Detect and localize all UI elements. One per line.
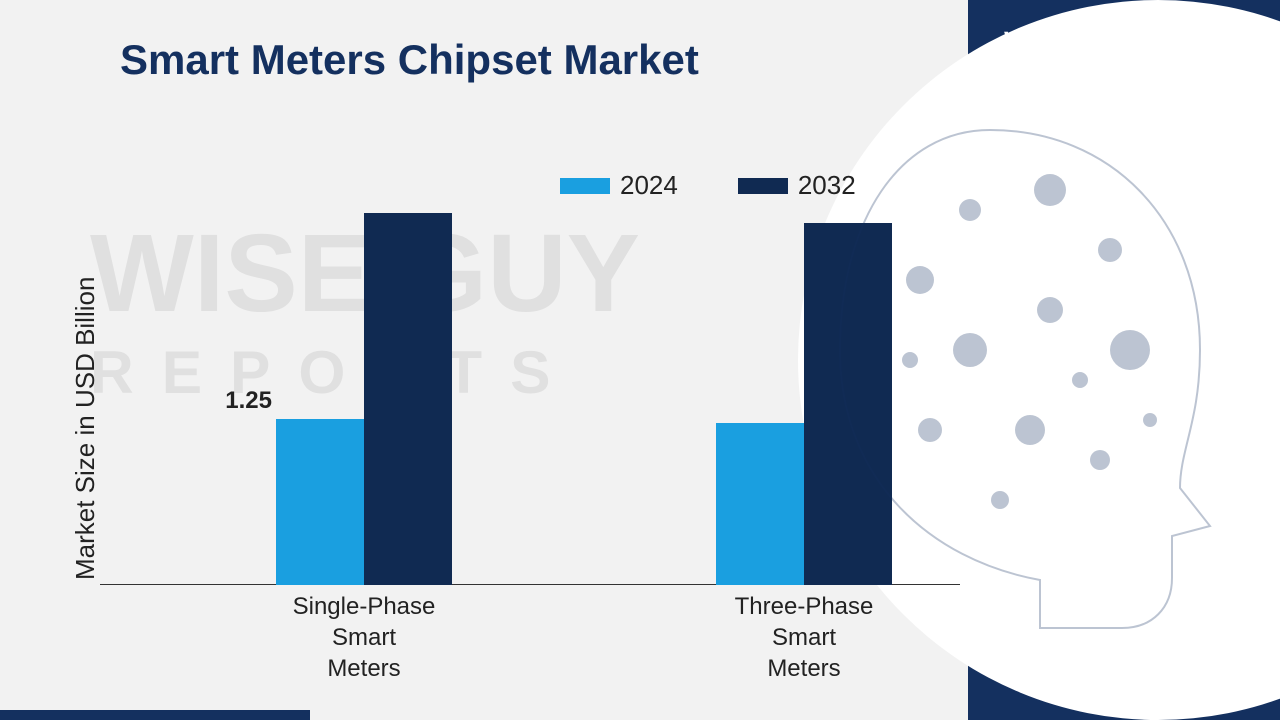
legend-item-2024: 2024 [560,170,678,201]
bar-single-phase-smart-meters-2032 [364,213,452,585]
canvas: WISE GUY REPORTS Smart Meters Chipset Ma… [0,0,1280,720]
logo-line2: REPORTS [1004,74,1258,95]
head-silhouette-icon [800,120,1240,640]
chart-title: Smart Meters Chipset Market [120,36,699,84]
legend-swatch-2032 [738,178,788,194]
bar-three-phase-smart-meters-2024 [716,423,804,585]
legend-label-2024: 2024 [620,170,678,201]
y-axis-label: Market Size in USD Billion [70,277,101,580]
bar-single-phase-smart-meters-2024 [276,419,364,585]
bar-value-label: 1.25 [216,387,272,415]
logo-line1: WISE GUY [1004,25,1202,68]
bottom-accent [0,710,310,720]
brand-logo: WISE GUY REPORTS [1004,18,1258,95]
x-axis-label: Single-PhaseSmartMeters [246,585,482,685]
logo-head-icon [1208,18,1258,74]
legend-swatch-2024 [560,178,610,194]
